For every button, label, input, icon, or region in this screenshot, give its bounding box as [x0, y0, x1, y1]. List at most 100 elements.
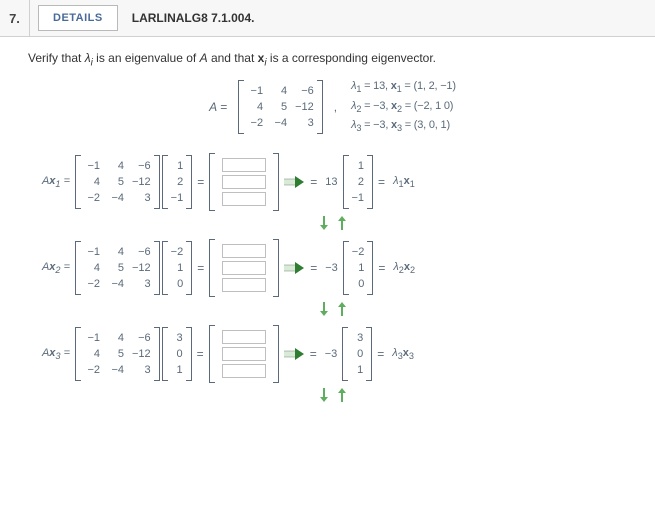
bracket	[212, 154, 276, 210]
step-arrow-icon[interactable]	[284, 348, 302, 360]
comma: ,	[334, 100, 337, 114]
matrix-cell: 1	[352, 160, 365, 172]
arrow-down-icon[interactable]	[318, 388, 330, 402]
matrix-cell: −2	[84, 278, 100, 290]
matrix-cell: 4	[108, 332, 124, 344]
details-button[interactable]: DETAILS	[38, 5, 118, 31]
matrix-cell: 1	[171, 364, 183, 376]
scalar-value: 13	[325, 176, 337, 188]
bracket: 301	[345, 328, 369, 380]
answer-cell[interactable]	[222, 364, 266, 378]
answer-cell[interactable]	[222, 158, 266, 172]
matrix-cell: −2	[84, 192, 100, 204]
matrix-cell: 0	[171, 348, 183, 360]
matrix-cell: −2	[84, 364, 100, 376]
arrow-up-icon[interactable]	[336, 216, 348, 230]
arrow-up-icon[interactable]	[336, 302, 348, 316]
lhs-label: Ax3 =	[32, 347, 70, 361]
prompt-part: is an eigenvalue of	[93, 51, 200, 65]
equals: =	[197, 347, 204, 361]
answer-cell[interactable]	[222, 261, 266, 275]
step-arrow-icon[interactable]	[284, 262, 302, 274]
A-equals-label: A =	[209, 100, 227, 114]
prompt-part: and that	[208, 51, 258, 65]
bracket: −14−645−12−2−43	[78, 328, 157, 380]
question-number: 7.	[0, 0, 30, 36]
matrix-cell: 0	[171, 278, 184, 290]
eigenvalue: −3	[373, 119, 385, 131]
bracket: −14−645−12−2−43	[78, 242, 157, 294]
matrix-cell: −1	[171, 192, 184, 204]
matrix-cell: −6	[132, 160, 151, 172]
work-row: Ax2 =−14−645−12−2−43−210==−3−210=λ2x2	[32, 240, 637, 296]
equals: =	[377, 347, 384, 361]
work-row: Ax3 =−14−645−12−2−43301==−3301=λ3x3	[32, 326, 637, 382]
lhs-label: Ax1 =	[32, 175, 70, 189]
rhs-expression: λ1x1	[393, 175, 415, 189]
matrix-cell: 1	[352, 262, 365, 274]
question-content: Verify that λi is an eigenvalue of A and…	[0, 37, 655, 420]
arrow-down-icon[interactable]	[318, 216, 330, 230]
matrix-cell: 3	[351, 332, 363, 344]
matrix-cell: −2	[247, 117, 263, 129]
matrix-cell: 3	[132, 364, 151, 376]
matrix-cell: 3	[132, 278, 151, 290]
matrix-cell: 4	[271, 85, 287, 97]
definition-row: A = −1 4 −6 4 5 −12 −2 −4 3 , λ1 = 13, x…	[28, 78, 637, 136]
bracket: −14−645−12−2−43	[78, 156, 157, 208]
subscript: 2	[356, 104, 361, 114]
subscript: 1	[356, 85, 361, 95]
matrix-cell: 3	[132, 192, 151, 204]
prompt-part: is a corresponding eigenvector.	[267, 51, 436, 65]
matrix-cell: −1	[84, 246, 100, 258]
hint-arrows	[28, 388, 637, 402]
work-row: Ax1 =−14−645−12−2−4312−1==1312−1=λ1x1	[32, 154, 637, 210]
matrix-cell: 3	[295, 117, 314, 129]
arrow-up-icon[interactable]	[336, 388, 348, 402]
prompt-part: Verify that	[28, 51, 85, 65]
matrix-cell: −12	[132, 176, 151, 188]
bracket: 301	[165, 328, 189, 380]
matrix-cell: −4	[108, 364, 124, 376]
scalar-value: −3	[325, 348, 338, 360]
scalar-value: −3	[325, 262, 338, 274]
matrix-cell: 5	[108, 262, 124, 274]
answer-cell[interactable]	[222, 330, 266, 344]
matrix-cell: 4	[247, 101, 263, 113]
matrix-cell: 1	[171, 160, 184, 172]
answer-cell[interactable]	[222, 175, 266, 189]
subscript: 1	[397, 85, 402, 95]
bracket: 12−1	[346, 156, 371, 208]
bracket	[212, 240, 276, 296]
hint-arrows	[28, 216, 637, 230]
prompt-text: Verify that λi is an eigenvalue of A and…	[28, 51, 637, 68]
eigenvalue: 13	[373, 80, 385, 92]
matrix-cell: 0	[351, 348, 363, 360]
matrix-cell: −1	[84, 160, 100, 172]
answer-cell[interactable]	[222, 347, 266, 361]
eigenvector: (−2, 1 0)	[414, 100, 453, 112]
answer-cell[interactable]	[222, 278, 266, 292]
eigenvalue: −3	[373, 100, 385, 112]
arrow-down-icon[interactable]	[318, 302, 330, 316]
matrix-cell: −1	[247, 85, 263, 97]
matrix-cell: 4	[108, 246, 124, 258]
step-arrow-icon[interactable]	[284, 176, 302, 188]
subscript: 2	[397, 104, 402, 114]
bracket: −210	[346, 242, 371, 294]
matrix-cell: −6	[132, 246, 151, 258]
answer-cell[interactable]	[222, 244, 266, 258]
matrix-cell: −12	[132, 348, 151, 360]
equals: =	[378, 261, 385, 275]
eigenpair-list: λ1 = 13, x1 = (1, 2, −1) λ2 = −3, x2 = (…	[351, 78, 456, 136]
matrix-cell: 4	[84, 262, 100, 274]
answer-cell[interactable]	[222, 192, 266, 206]
bracket: 12−1	[165, 156, 190, 208]
assignment-id: LARLINALG8 7.1.004.	[126, 0, 255, 36]
hint-arrows	[28, 302, 637, 316]
matrix-cell: 1	[171, 262, 184, 274]
rhs-expression: λ3x3	[392, 347, 414, 361]
matrix-cell: −6	[132, 332, 151, 344]
matrix-cell: 4	[108, 160, 124, 172]
lhs-label: Ax2 =	[32, 261, 70, 275]
